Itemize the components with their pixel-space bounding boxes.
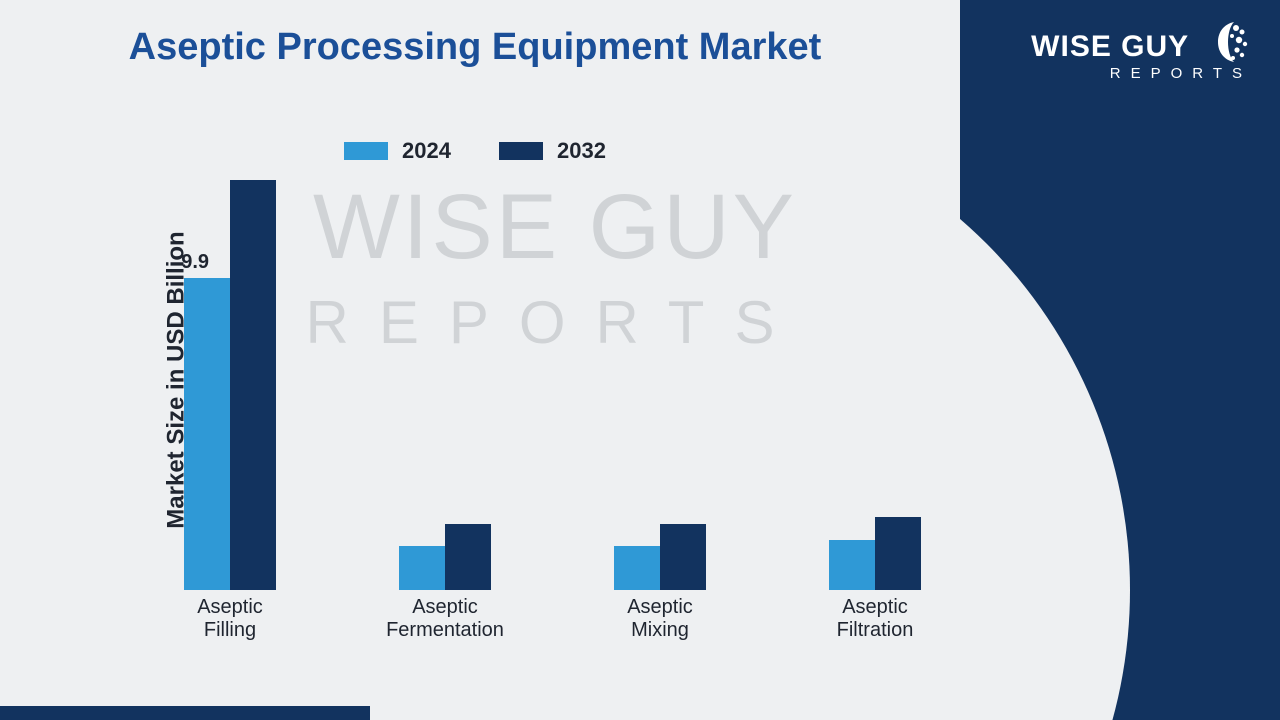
legend-label: 2032 xyxy=(557,138,606,164)
bar-group: 9.9AsepticFilling xyxy=(160,180,300,590)
brand-name: WISE GUY xyxy=(1031,30,1188,63)
bar-2032 xyxy=(660,524,706,590)
bar-2024 xyxy=(184,278,230,590)
legend: 2024 2032 xyxy=(0,138,950,164)
bar-2024 xyxy=(399,546,445,590)
bar-value-label: 9.9 xyxy=(181,251,209,274)
x-axis-category-label: AsepticMixing xyxy=(627,590,693,642)
chart-title: Aseptic Processing Equipment Market xyxy=(0,26,950,69)
bar-2032 xyxy=(230,180,276,590)
x-axis-category-label: AsepticFermentation xyxy=(386,590,504,642)
legend-swatch-2024 xyxy=(344,142,388,160)
plot-area: 9.9AsepticFilling AsepticFermentation Asep… xyxy=(120,180,990,590)
bar-2024 xyxy=(614,546,660,590)
chart-canvas: WISE GUY REPORTS Aseptic Processing Equi… xyxy=(0,0,1280,720)
bar-group: AsepticFermentation xyxy=(375,524,515,590)
x-axis-category-label: AsepticFilling xyxy=(197,590,263,642)
legend-item: 2024 xyxy=(344,138,451,164)
x-axis-category-label: AsepticFiltration xyxy=(837,590,914,642)
brain-icon xyxy=(1204,18,1252,66)
legend-item: 2032 xyxy=(499,138,606,164)
brand-sub: REPORTS xyxy=(1031,66,1252,82)
legend-label: 2024 xyxy=(402,138,451,164)
bar-2024 xyxy=(829,540,875,590)
bar-2032 xyxy=(445,524,491,590)
brand-logo: WISE GUY REPORTS xyxy=(1031,18,1252,82)
bar-group: AsepticMixing xyxy=(590,524,730,590)
bar-group: AsepticFiltration xyxy=(805,517,945,590)
legend-swatch-2032 xyxy=(499,142,543,160)
bottom-accent-bar xyxy=(0,706,370,720)
bar-2032 xyxy=(875,517,921,590)
